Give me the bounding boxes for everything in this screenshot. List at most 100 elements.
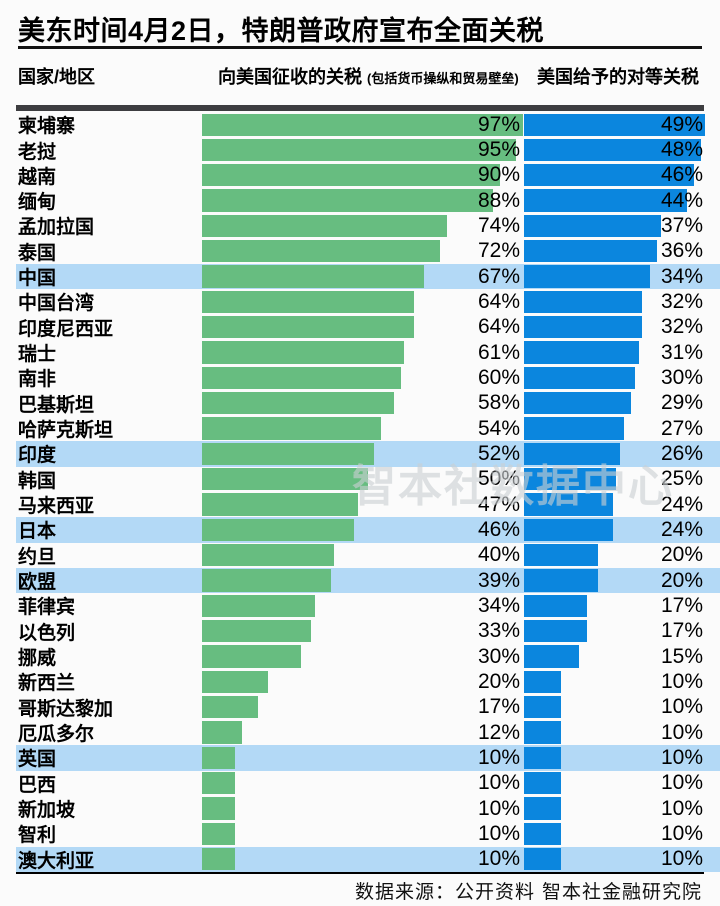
table-row: 中国 67% 34% xyxy=(0,263,720,290)
table-row: 柬埔寨 97% 49% xyxy=(0,112,720,137)
reciprocal-tariff-value: 24% xyxy=(660,492,703,516)
charged-tariff-bar xyxy=(202,316,414,339)
charged-tariff-value: 47% xyxy=(477,492,520,516)
charged-tariff-bar xyxy=(202,240,441,263)
country-label: 哥斯达黎加 xyxy=(18,698,114,720)
table-row: 厄瓜多尔 12% 10% xyxy=(0,720,720,746)
reciprocal-tariff-bar xyxy=(524,366,635,390)
reciprocal-tariff-bar xyxy=(524,544,598,567)
country-label: 日本 xyxy=(18,521,57,543)
table-row: 印度尼西亚 64% 32% xyxy=(0,315,720,340)
reciprocal-tariff-bar xyxy=(524,417,624,440)
table-row: 老挝 95% 48% xyxy=(0,137,720,163)
charged-tariff-value: 10% xyxy=(477,821,520,845)
reciprocal-tariff-value: 48% xyxy=(660,137,703,161)
reciprocal-tariff-value: 31% xyxy=(660,340,703,364)
table-row: 澳大利亚 10% 10% xyxy=(0,846,720,872)
reciprocal-tariff-value: 10% xyxy=(660,771,703,795)
title-divider xyxy=(18,46,702,49)
reciprocal-tariff-value: 15% xyxy=(660,644,703,668)
country-label: 挪威 xyxy=(18,648,57,670)
country-label: 印度尼西亚 xyxy=(18,318,114,340)
charged-tariff-bar xyxy=(202,569,332,592)
table-row: 约旦 40% 20% xyxy=(0,543,720,568)
header-divider-bar xyxy=(16,105,704,111)
charged-tariff-bar xyxy=(202,417,381,440)
country-label: 南非 xyxy=(18,369,57,391)
reciprocal-tariff-bar xyxy=(524,214,661,238)
country-label: 泰国 xyxy=(18,242,57,264)
footer-divider xyxy=(16,872,704,874)
reciprocal-tariff-value: 10% xyxy=(660,847,703,871)
charged-tariff-bar xyxy=(202,442,375,466)
charged-tariff-value: 10% xyxy=(477,771,520,795)
reciprocal-tariff-bar xyxy=(524,518,613,542)
country-label: 英国 xyxy=(18,749,57,771)
reciprocal-tariff-bar xyxy=(524,746,561,770)
charged-tariff-bar xyxy=(202,670,269,694)
charged-tariff-value: 88% xyxy=(477,188,520,212)
charged-tariff-value: 67% xyxy=(477,264,520,288)
reciprocal-tariff-value: 36% xyxy=(660,239,703,263)
charged-tariff-value: 64% xyxy=(477,315,520,339)
table-row: 南非 60% 30% xyxy=(0,365,720,391)
reciprocal-tariff-bar xyxy=(524,645,580,668)
table-row: 菲律宾 34% 17% xyxy=(0,593,720,619)
charged-tariff-value: 54% xyxy=(477,416,520,440)
charged-tariff-bar xyxy=(202,822,236,846)
reciprocal-tariff-bar xyxy=(524,468,617,491)
reciprocal-tariff-value: 32% xyxy=(660,315,703,339)
reciprocal-tariff-value: 49% xyxy=(660,112,703,136)
table-row: 印度 52% 26% xyxy=(0,441,720,467)
reciprocal-tariff-value: 44% xyxy=(660,188,703,212)
reciprocal-tariff-bar xyxy=(524,721,561,744)
reciprocal-tariff-bar xyxy=(524,316,643,339)
reciprocal-tariff-value: 10% xyxy=(660,821,703,845)
charged-tariff-bar xyxy=(202,493,358,516)
column-header-charged-label: 向美国征收的关税 xyxy=(218,67,362,87)
table-row: 挪威 30% 15% xyxy=(0,644,720,670)
table-row: 巴西 10% 10% xyxy=(0,771,720,796)
reciprocal-tariff-value: 27% xyxy=(660,416,703,440)
charged-tariff-value: 40% xyxy=(477,543,520,567)
charged-tariff-bar xyxy=(202,696,259,719)
table-row: 新西兰 20% 10% xyxy=(0,669,720,695)
charged-tariff-bar xyxy=(202,164,500,187)
table-row: 缅甸 88% 44% xyxy=(0,188,720,214)
reciprocal-tariff-bar xyxy=(524,493,613,516)
charged-tariff-value: 30% xyxy=(477,644,520,668)
reciprocal-tariff-value: 26% xyxy=(660,441,703,465)
reciprocal-tariff-bar xyxy=(524,620,587,643)
reciprocal-tariff-bar xyxy=(524,442,620,466)
reciprocal-tariff-bar xyxy=(524,822,561,846)
table-row: 欧盟 39% 20% xyxy=(0,567,720,594)
charged-tariff-value: 34% xyxy=(477,593,520,617)
charged-tariff-bar xyxy=(202,518,355,542)
table-row: 孟加拉国 74% 37% xyxy=(0,213,720,239)
reciprocal-tariff-bar xyxy=(524,594,587,618)
country-label: 巴西 xyxy=(18,774,57,796)
country-label: 以色列 xyxy=(18,622,76,644)
charged-tariff-value: 10% xyxy=(477,745,520,769)
charged-tariff-bar xyxy=(202,189,494,212)
reciprocal-tariff-bar xyxy=(524,189,687,212)
table-row: 英国 10% 10% xyxy=(0,745,720,771)
country-label: 菲律宾 xyxy=(18,597,76,619)
reciprocal-tariff-value: 29% xyxy=(660,391,703,415)
country-label: 新西兰 xyxy=(18,673,76,695)
table-row: 新加坡 10% 10% xyxy=(0,796,720,822)
charged-tariff-bar xyxy=(202,620,312,643)
reciprocal-tariff-bar xyxy=(524,848,561,871)
country-label: 新加坡 xyxy=(18,800,76,822)
country-label: 澳大利亚 xyxy=(18,850,95,872)
country-label: 哈萨克斯坦 xyxy=(18,420,114,442)
reciprocal-tariff-bar xyxy=(524,772,561,795)
reciprocal-tariff-value: 10% xyxy=(660,720,703,744)
charged-tariff-value: 10% xyxy=(477,796,520,820)
country-label: 孟加拉国 xyxy=(18,217,95,239)
reciprocal-tariff-bar xyxy=(524,696,561,719)
charged-tariff-value: 33% xyxy=(477,619,520,643)
reciprocal-tariff-bar xyxy=(524,265,650,288)
reciprocal-tariff-bar xyxy=(524,670,561,694)
